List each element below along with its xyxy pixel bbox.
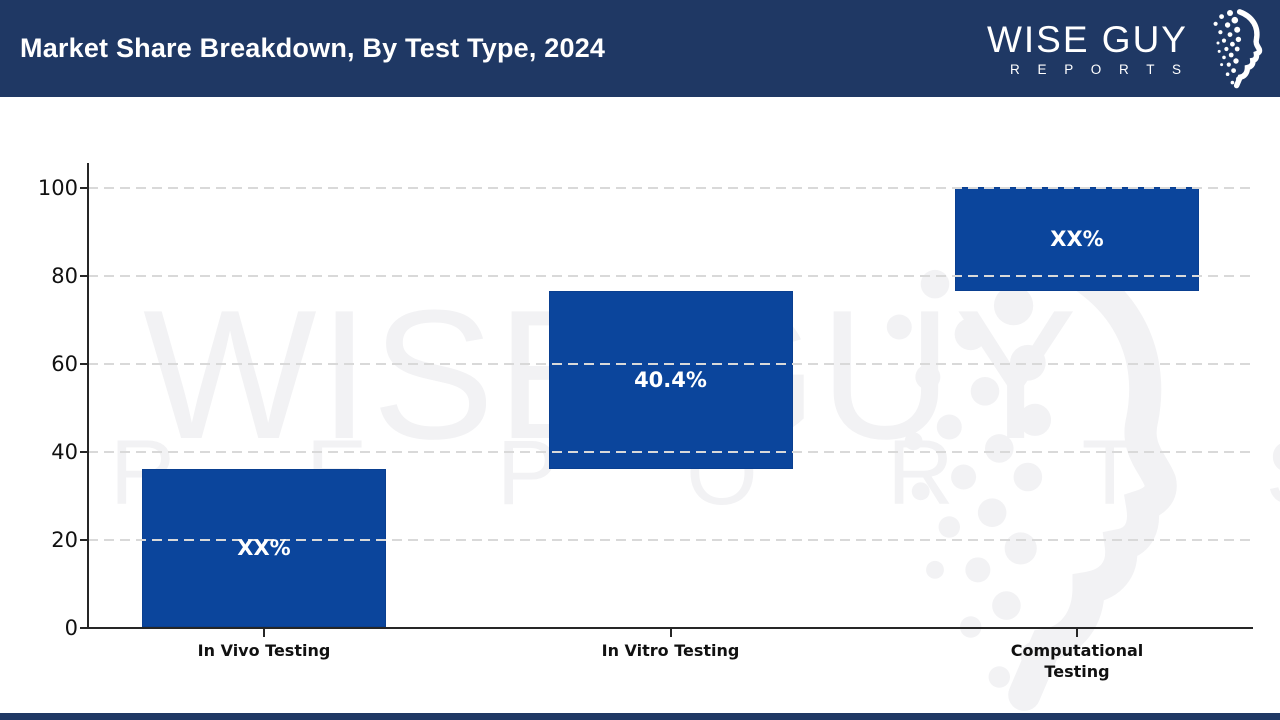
footer-bar <box>0 713 1280 720</box>
y-tick-mark <box>80 363 88 365</box>
y-tick-mark <box>80 627 88 629</box>
y-tick-label: 0 <box>64 616 78 640</box>
y-tick-mark <box>80 275 88 277</box>
brand-subtitle: R E P O R T S <box>1009 61 1188 77</box>
gridline-y60 <box>88 363 1253 365</box>
y-tick-label: 80 <box>51 264 78 288</box>
y-tick-label: 40 <box>51 440 78 464</box>
x-category-label: Computational Testing <box>1010 641 1144 681</box>
bar-1 <box>142 468 386 627</box>
page-title: Market Share Breakdown, By Test Type, 20… <box>20 33 606 63</box>
y-tick-label: 100 <box>37 176 78 200</box>
bar-3 <box>955 187 1199 291</box>
y-axis-line <box>87 163 89 629</box>
brand-logo-text: WISE GUY R E P O R T S <box>987 21 1188 77</box>
bar-value-label: XX% <box>237 535 291 560</box>
x-tick-mark <box>669 629 672 637</box>
header-bar: Market Share Breakdown, By Test Type, 20… <box>0 0 1280 97</box>
y-tick-label: 60 <box>51 352 78 376</box>
bar-value-label: XX% <box>1050 226 1104 251</box>
gridline-y80 <box>88 275 1253 277</box>
brand-name: WISE GUY <box>986 18 1188 60</box>
bar-value-label: 40.4% <box>634 367 707 392</box>
x-tick-mark <box>263 629 265 637</box>
brand-head-icon <box>1194 7 1266 91</box>
x-category-label: In Vitro Testing <box>601 641 740 660</box>
x-tick-mark <box>1076 629 1078 637</box>
gridline-y20 <box>88 539 1253 541</box>
y-tick-mark <box>80 539 88 541</box>
gridline-y40 <box>88 451 1253 453</box>
y-tick-mark <box>80 187 88 189</box>
bar-2 <box>548 290 793 469</box>
x-category-label: In Vivo Testing <box>197 641 331 660</box>
y-tick-mark <box>80 451 88 453</box>
gridline-y100 <box>88 187 1253 189</box>
brand-logo: WISE GUY R E P O R T S <box>987 7 1266 91</box>
y-tick-label: 20 <box>51 528 78 552</box>
x-axis-line <box>87 627 1253 629</box>
